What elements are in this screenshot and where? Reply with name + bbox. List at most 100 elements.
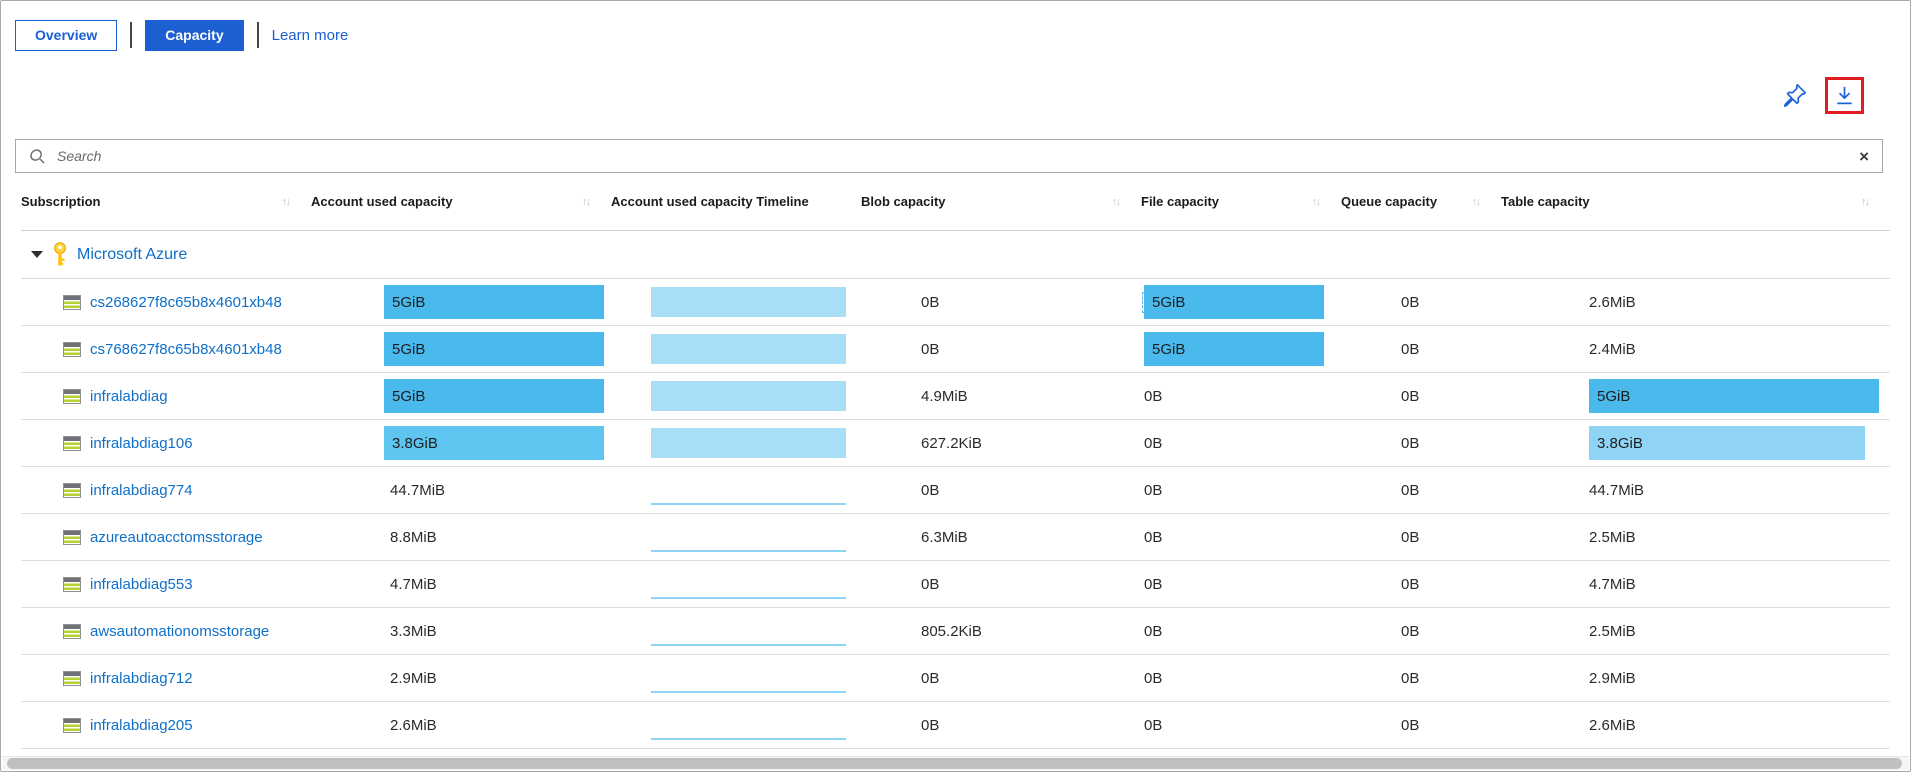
sort-icon[interactable]: ↑↓: [1472, 195, 1481, 208]
sort-icon[interactable]: ↑↓: [282, 195, 291, 208]
blob-capacity-cell: 0B: [861, 467, 1141, 513]
account_used-value: 5GiB: [392, 293, 426, 311]
column-header-subscription[interactable]: Subscription ↑↓: [21, 194, 311, 209]
table-row[interactable]: infralabdiag774 44.7MiB 0B 0B 0B 44.7MiB: [21, 467, 1890, 514]
horizontal-scrollbar: [2, 756, 1909, 770]
timeline-bar: [651, 334, 846, 364]
subscription-cell: infralabdiag712: [21, 655, 311, 701]
account-used-capacity-bar: 5GiB: [384, 379, 604, 413]
sort-icon[interactable]: ↑↓: [1861, 195, 1870, 208]
timeline-cell: [611, 467, 861, 513]
collapse-caret-icon[interactable]: [31, 251, 43, 258]
capacity-grid: Subscription ↑↓ Account used capacity ↑↓ Acc…: [1, 173, 1910, 749]
storage-account-link[interactable]: infralabdiag205: [90, 716, 193, 734]
table-row[interactable]: cs268627f8c65b8x4601xb48 5GiB 0B 5GiB 0B 2.6M…: [21, 279, 1890, 326]
blob-capacity-cell: 0B: [861, 655, 1141, 701]
file-cell: 0B: [1141, 514, 1341, 560]
account_used-value: 3.8GiB: [392, 434, 438, 452]
storage-account-link[interactable]: cs268627f8c65b8x4601xb48: [90, 293, 282, 311]
table_capacity-cell: 4.7MiB: [1501, 561, 1890, 607]
column-header-table-capacity[interactable]: Table capacity ↑↓: [1501, 194, 1890, 209]
file-cell: 0B: [1141, 608, 1341, 654]
timeline-cell: [611, 561, 861, 607]
account_used-cell: 5GiB: [311, 326, 611, 372]
storage-account-link[interactable]: infralabdiag774: [90, 481, 193, 499]
storage-account-icon: [63, 482, 81, 498]
queue-capacity-cell: 0B: [1341, 326, 1501, 372]
storage-account-link[interactable]: awsautomationomsstorage: [90, 622, 270, 640]
storage-account-link[interactable]: infralabdiag106: [90, 434, 193, 452]
blob-capacity-value: 4.9MiB: [921, 387, 968, 405]
account_used-cell: 3.8GiB: [311, 420, 611, 466]
search-icon: [30, 148, 45, 164]
column-header-blob-capacity[interactable]: Blob capacity ↑↓: [861, 194, 1141, 209]
table-row[interactable]: infralabdiag712 2.9MiB 0B 0B 0B 2.9MiB: [21, 655, 1890, 702]
table_capacity-cell: 2.6MiB: [1501, 279, 1890, 325]
file-cell: 0B: [1141, 702, 1341, 748]
blob-capacity-cell: 0B: [861, 561, 1141, 607]
file-cell: 0B: [1141, 655, 1341, 701]
account_used-value: 2.6MiB: [390, 716, 437, 734]
table_capacity-value: 2.6MiB: [1589, 716, 1636, 734]
clear-search-icon[interactable]: ×: [1859, 146, 1869, 166]
learn-more-link[interactable]: Learn more: [271, 26, 349, 44]
queue-capacity-value: 0B: [1401, 575, 1420, 593]
column-header-label: File capacity: [1141, 194, 1220, 209]
table_capacity-value: 2.4MiB: [1589, 340, 1636, 358]
sort-icon[interactable]: ↑↓: [1112, 195, 1121, 208]
subscription-cell: infralabdiag: [21, 373, 311, 419]
column-header-account-used-capacity[interactable]: Account used capacity ↑↓: [311, 194, 611, 209]
download-icon-highlight[interactable]: [1825, 76, 1864, 114]
table-row[interactable]: infralabdiag205 2.6MiB 0B 0B 0B 2.6MiB: [21, 702, 1890, 749]
sort-icon[interactable]: ↑↓: [1312, 195, 1321, 208]
group-row-microsoft-azure[interactable]: Microsoft Azure: [21, 231, 1890, 279]
column-header-queue-capacity[interactable]: Queue capacity ↑↓: [1341, 194, 1501, 209]
timeline-flat-line: [651, 738, 846, 740]
storage-account-link[interactable]: cs768627f8c65b8x4601xb48: [90, 340, 282, 358]
account_used-cell: 8.8MiB: [311, 514, 611, 560]
account_used-value: 8.8MiB: [390, 528, 437, 546]
queue-capacity-value: 0B: [1401, 481, 1420, 499]
tab-capacity[interactable]: Capacity: [145, 19, 244, 51]
account_used-value: 4.7MiB: [390, 575, 437, 593]
queue-capacity-value: 0B: [1401, 669, 1420, 687]
queue-capacity-value: 0B: [1401, 387, 1420, 405]
table_capacity-cell: 2.5MiB: [1501, 608, 1890, 654]
toolbar-icons: [1, 51, 1910, 139]
blob-capacity-value: 0B: [921, 293, 940, 311]
file-value: 0B: [1144, 716, 1163, 734]
search-input[interactable]: [57, 148, 1849, 164]
sort-icon[interactable]: ↑↓: [582, 195, 591, 208]
account-used-capacity-bar: 3.8GiB: [384, 426, 604, 460]
group-label[interactable]: Microsoft Azure: [77, 245, 188, 263]
pin-icon[interactable]: [1781, 82, 1808, 109]
tab-overview[interactable]: Overview: [15, 19, 118, 51]
storage-account-link[interactable]: infralabdiag553: [90, 575, 193, 593]
storage-account-link[interactable]: infralabdiag712: [90, 669, 193, 687]
storage-account-icon: [63, 670, 81, 686]
queue-capacity-value: 0B: [1401, 716, 1420, 734]
file-value: 0B: [1144, 481, 1163, 499]
table-row[interactable]: cs768627f8c65b8x4601xb48 5GiB 0B 5GiB 0B 2.4M…: [21, 326, 1890, 373]
table-row[interactable]: infralabdiag106 3.8GiB 627.2KiB 0B 0B 3.8GiB: [21, 420, 1890, 467]
storage-account-link[interactable]: azureautoacctomsstorage: [90, 528, 263, 546]
blob-capacity-cell: 6.3MiB: [861, 514, 1141, 560]
table-row[interactable]: infralabdiag553 4.7MiB 0B 0B 0B 4.7MiB: [21, 561, 1890, 608]
file-capacity-bar: 5GiB: [1144, 332, 1324, 366]
file-cell: 0B: [1141, 561, 1341, 607]
blob-capacity-cell: 4.9MiB: [861, 373, 1141, 419]
account_used-cell: 3.3MiB: [311, 608, 611, 654]
blob-capacity-value: 0B: [921, 575, 940, 593]
storage-account-link[interactable]: infralabdiag: [90, 387, 168, 405]
table-row[interactable]: infralabdiag 5GiB 4.9MiB 0B 0B 5GiB: [21, 373, 1890, 420]
timeline-cell: [611, 279, 861, 325]
table-row[interactable]: azureautoacctomsstorage 8.8MiB 6.3MiB 0B 0B 2…: [21, 514, 1890, 561]
blob-capacity-cell: 627.2KiB: [861, 420, 1141, 466]
horizontal-scrollbar-thumb[interactable]: [7, 758, 1902, 769]
table_capacity-cell: 2.5MiB: [1501, 514, 1890, 560]
column-header-account-used-capacity-timeline[interactable]: Account used capacity Timeline: [611, 194, 861, 209]
table-row[interactable]: awsautomationomsstorage 3.3MiB 805.2KiB 0B 0…: [21, 608, 1890, 655]
column-header-file-capacity[interactable]: File capacity ↑↓: [1141, 194, 1341, 209]
queue-capacity-value: 0B: [1401, 293, 1420, 311]
file-cell: 0B: [1141, 467, 1341, 513]
